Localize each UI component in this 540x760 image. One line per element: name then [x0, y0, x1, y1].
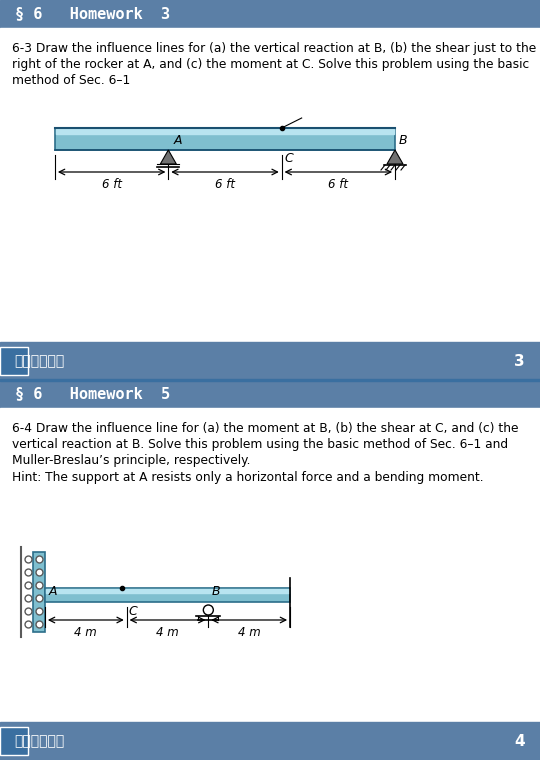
Text: 土木工程学院: 土木工程学院 [14, 354, 64, 368]
Bar [0, 380, 540, 408]
Bar [0, 342, 540, 380]
Bar [0, 727, 28, 755]
Text: 6 ft: 6 ft [215, 178, 235, 191]
Polygon shape [387, 150, 403, 164]
Text: 4: 4 [515, 733, 525, 749]
Text: C: C [285, 152, 293, 165]
Circle shape [204, 605, 213, 615]
Text: right of the rocker at A, and (c) the moment at C. Solve this problem using the : right of the rocker at A, and (c) the mo… [12, 58, 529, 71]
Polygon shape [160, 150, 177, 164]
Text: 4 m: 4 m [75, 626, 97, 639]
Text: 土木工程学院: 土木工程学院 [14, 734, 64, 748]
Bar [0, 0, 540, 28]
Text: Hint: The support at A resists only a horizontal force and a bending moment.: Hint: The support at A resists only a ho… [12, 471, 484, 484]
Text: 4 m: 4 m [238, 626, 260, 639]
Text: § 6   Homework  3: § 6 Homework 3 [15, 7, 170, 21]
Bar [45, 588, 290, 602]
Bar [33, 552, 45, 632]
Bar [55, 128, 395, 150]
Text: Muller-Breslau’s principle, respectively.: Muller-Breslau’s principle, respectively… [12, 454, 251, 467]
Text: § 6   Homework  5: § 6 Homework 5 [15, 387, 170, 401]
Text: 4 m: 4 m [156, 626, 179, 639]
Text: vertical reaction at B. Solve this problem using the basic method of Sec. 6–1 an: vertical reaction at B. Solve this probl… [12, 438, 508, 451]
Text: 6-3 Draw the influence lines for (a) the vertical reaction at B, (b) the shear j: 6-3 Draw the influence lines for (a) the… [12, 42, 536, 55]
Text: 3: 3 [515, 353, 525, 369]
Bar [0, 379, 540, 381]
Text: 6 ft: 6 ft [102, 178, 122, 191]
Text: method of Sec. 6–1: method of Sec. 6–1 [12, 74, 130, 87]
Bar [0, 722, 540, 760]
Bar [0, 347, 28, 375]
Text: C: C [129, 605, 137, 618]
Bar [56, 129, 394, 134]
Bar [46, 589, 289, 593]
Text: B: B [211, 585, 220, 598]
Text: A: A [173, 134, 182, 147]
Text: B: B [399, 134, 408, 147]
Bar [0, 408, 540, 410]
Text: 6-4 Draw the influence line for (a) the moment at B, (b) the shear at C, and (c): 6-4 Draw the influence line for (a) the … [12, 422, 518, 435]
Text: 6 ft: 6 ft [328, 178, 348, 191]
Bar [0, 28, 540, 30]
Text: A: A [49, 585, 57, 598]
